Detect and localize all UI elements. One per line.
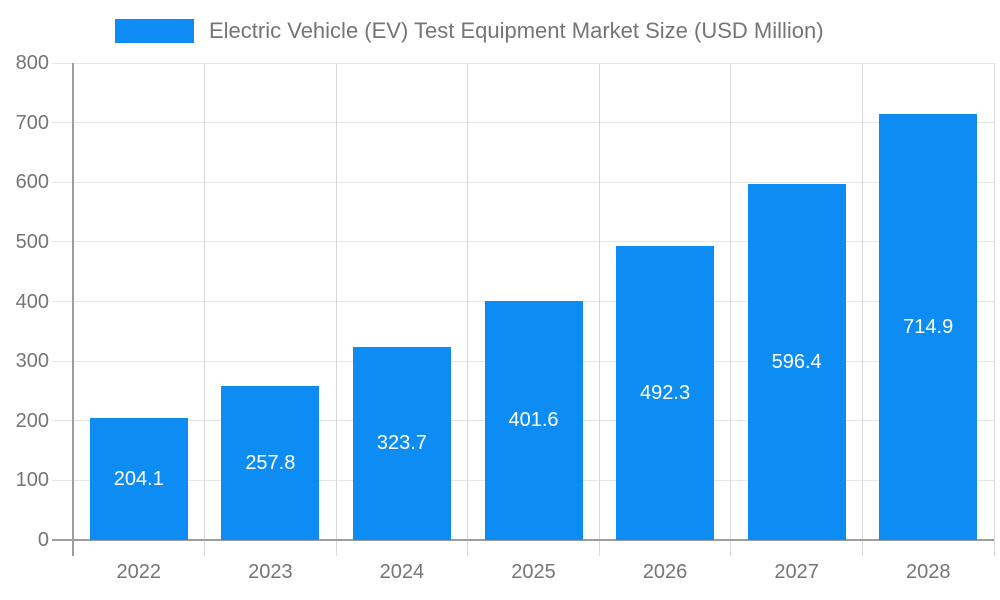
bar-value-label: 401.6 [508,409,559,432]
gridline-horizontal [52,181,994,183]
gridline-vertical [335,63,337,556]
gridline-vertical [993,63,995,556]
y-axis-label: 100 [15,469,49,492]
y-axis-label: 500 [15,230,49,253]
bar-value-label: 257.8 [245,452,296,475]
x-axis-label: 2025 [511,561,556,583]
y-axis-label: 800 [15,52,49,74]
gridline-horizontal [52,241,994,243]
y-axis-line [72,63,74,556]
bar-value-label: 596.4 [771,351,822,374]
gridline-horizontal [52,62,994,64]
y-axis-label: 700 [15,111,49,134]
gridline-vertical [204,63,206,556]
bar-value-label: 714.9 [903,315,954,338]
gridline-vertical [861,63,863,556]
legend-swatch [115,19,194,43]
bar [352,346,451,540]
x-axis-label: 2027 [774,561,819,583]
gridline-vertical [598,63,600,556]
y-axis-label: 600 [15,171,49,194]
bar [89,418,188,540]
y-axis-label: 200 [15,409,49,432]
bar [484,300,583,540]
x-axis-label: 2028 [905,561,951,583]
bar-value-label: 323.7 [376,432,427,455]
x-axis-label: 2023 [248,561,293,583]
legend-label: Electric Vehicle (EV) Test Equipment Mar… [209,18,824,43]
bar-value-label: 492.3 [640,382,691,405]
gridline-horizontal [52,122,994,124]
y-axis-label: 0 [37,529,49,551]
legend: Electric Vehicle (EV) Test Equipment Mar… [115,18,824,44]
bar [747,184,846,540]
bar [221,386,320,540]
bar [616,246,715,540]
x-axis-line [52,539,994,541]
y-axis-label: 400 [15,290,49,313]
x-axis-label: 2026 [642,561,688,583]
bar [879,113,978,540]
gridline-vertical [467,63,469,556]
x-axis-label: 2022 [116,561,162,583]
bar-value-label: 204.1 [113,468,164,491]
y-axis-label: 300 [15,350,49,373]
gridline-vertical [730,63,732,556]
x-axis-label: 2024 [379,561,425,583]
